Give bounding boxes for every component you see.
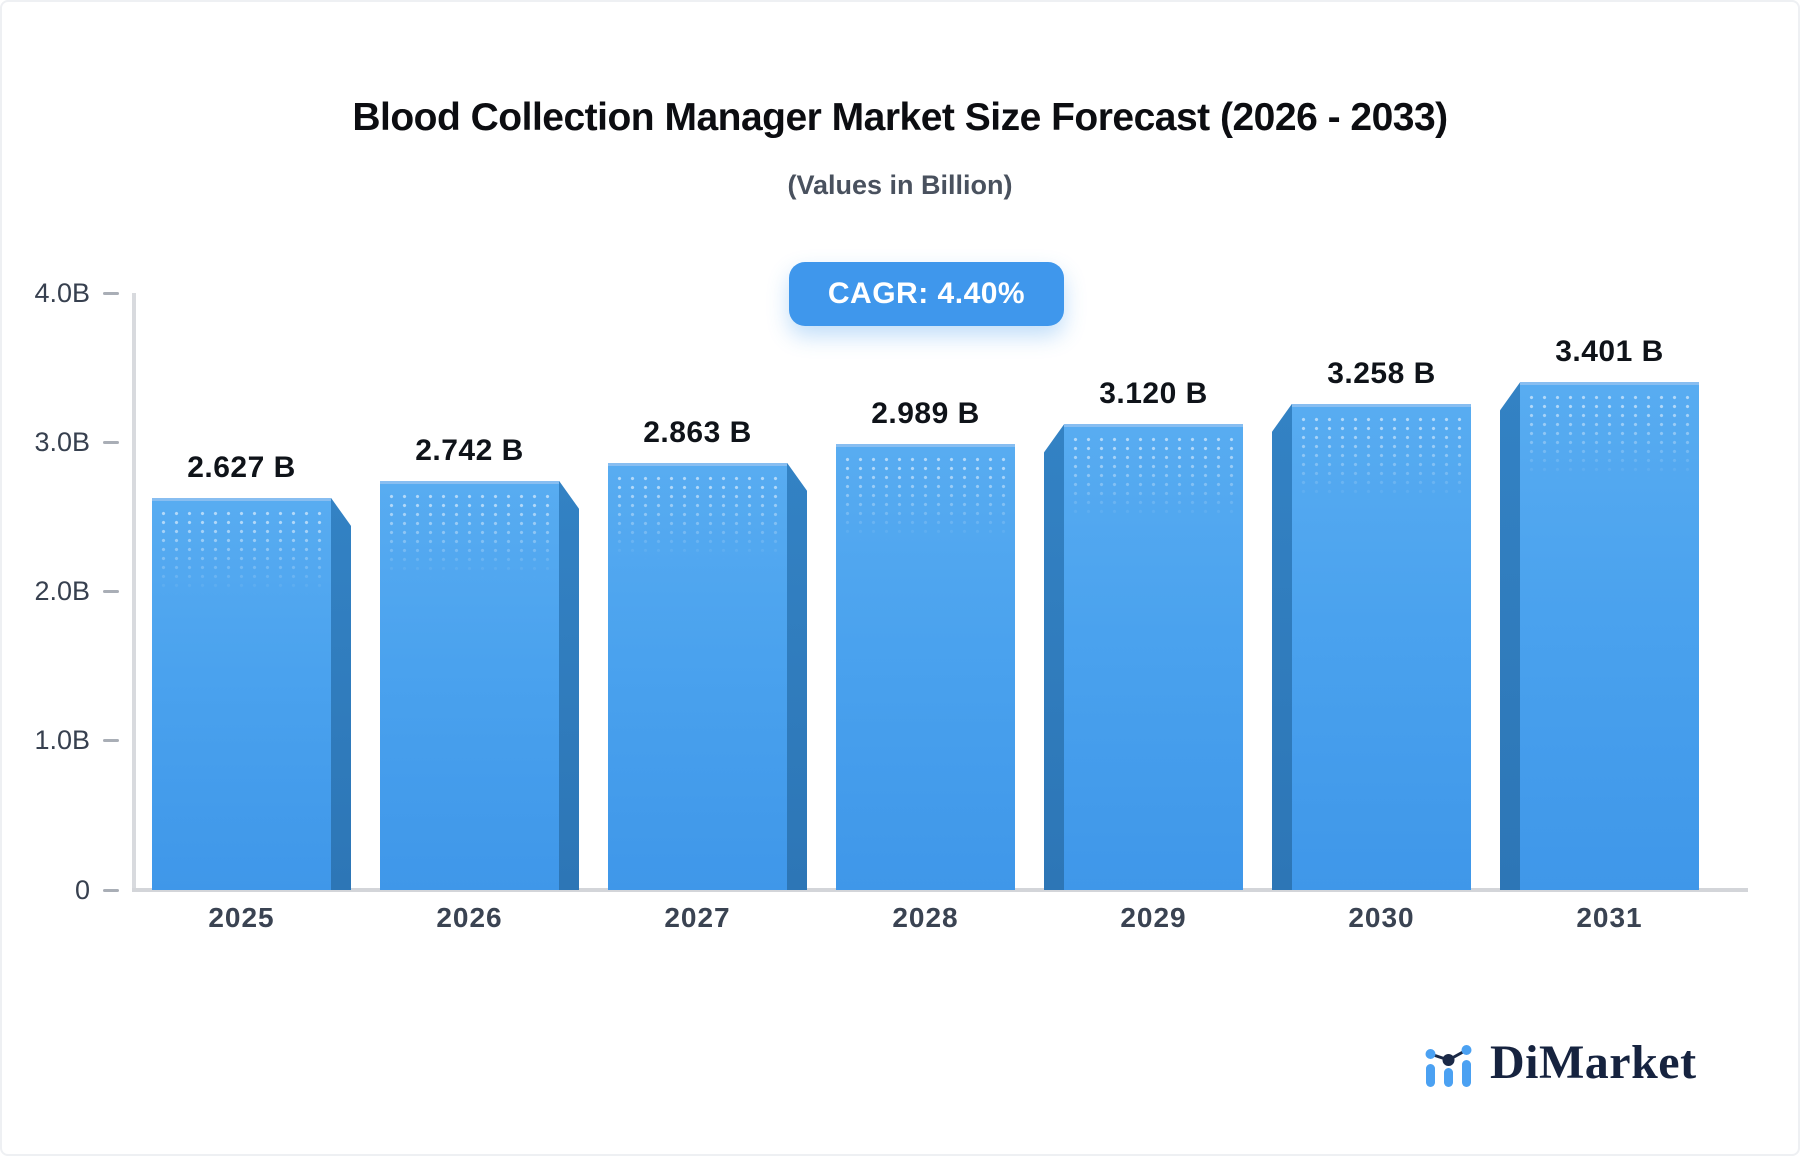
chart-subtitle: (Values in Billion) [787,170,1013,200]
bar-3d-side [1272,403,1292,890]
brand-logo-text: DiMarket [1490,1035,1697,1089]
bar-value-label: 2.742 B [415,433,524,467]
cagr-badge: CAGR: 4.40% [789,262,1064,326]
y-tick-label: 3.0B [34,426,90,457]
y-axis-line [132,293,136,892]
bar-value-label: 3.258 B [1327,356,1436,390]
bar-value-label: 2.989 B [871,396,980,430]
bar-2025 [152,497,331,890]
bar-value-label: 2.627 B [187,450,296,484]
x-axis-label: 2027 [664,902,731,933]
bar-3d-side [1500,382,1520,890]
brand-logo: DiMarket [1420,1034,1697,1090]
bar-3d-side [559,480,579,890]
bar-2029 [1064,424,1243,890]
y-tick-mark [103,590,119,593]
bar-2030 [1292,403,1471,890]
bar-3d-side [787,462,807,890]
y-tick-mark [103,888,119,892]
bar-value-label: 3.401 B [1555,335,1664,369]
y-tick-label: 1.0B [34,725,90,756]
bar-chart-line-icon [1425,1045,1472,1087]
bar-3d-side [331,497,351,890]
x-axis-label: 2026 [436,902,503,933]
x-axis-label: 2030 [1348,902,1415,933]
x-axis-line [132,888,1748,892]
bar-2028 [836,443,1015,890]
bar-2031 [1520,382,1699,890]
bar-value-label: 3.120 B [1099,377,1208,411]
y-tick-label: 4.0B [34,277,90,308]
x-axis-label: 2025 [208,902,275,933]
bar-value-label: 2.863 B [643,415,752,449]
x-axis-label: 2031 [1576,902,1643,933]
x-axis-label: 2028 [892,902,959,933]
chart-title: Blood Collection Manager Market Size For… [352,96,1448,139]
y-tick-label: 2.0B [34,576,90,606]
y-tick-label: 0 [74,874,90,905]
y-tick-mark [103,291,119,295]
bar-2027 [608,462,787,890]
y-tick-mark [103,440,119,444]
bar-3d-side [1044,424,1064,890]
y-tick-mark [103,739,119,743]
bar-2026 [380,480,559,890]
x-axis-label: 2029 [1120,902,1187,933]
